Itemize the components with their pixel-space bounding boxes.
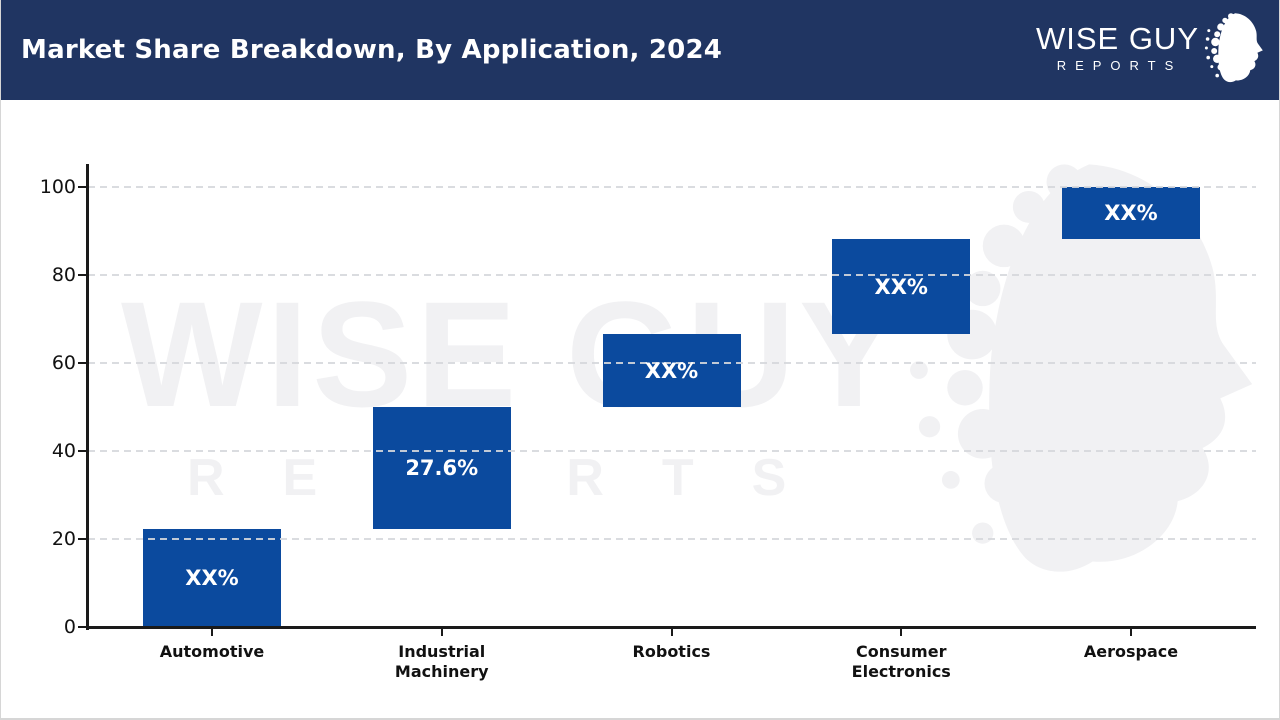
y-tick-label: 0 bbox=[63, 616, 76, 638]
x-tick bbox=[440, 628, 443, 636]
y-tick bbox=[78, 186, 86, 188]
y-tick-label: 100 bbox=[39, 176, 76, 198]
logo-text: WISE GUY REPORTS bbox=[1035, 20, 1199, 74]
x-category-label: Consumer Electronics bbox=[851, 642, 951, 681]
x-category-label: Robotics bbox=[632, 642, 711, 661]
logo-wordmark: WISE GUY bbox=[1035, 20, 1199, 56]
x-category-label: Automotive bbox=[159, 642, 265, 661]
bar-value-label: XX% bbox=[185, 565, 239, 590]
y-tick bbox=[78, 626, 86, 628]
bar-robotics bbox=[602, 334, 741, 408]
bar-industrial-machinery bbox=[372, 407, 511, 529]
chart-title: Market Share Breakdown, By Application, … bbox=[21, 35, 723, 65]
header-band: Market Share Breakdown, By Application, … bbox=[1, 0, 1279, 100]
wiseguy-logo: WISE GUY REPORTS bbox=[1036, 8, 1267, 88]
y-tick bbox=[78, 538, 86, 540]
logo-subtext: REPORTS bbox=[1056, 58, 1183, 74]
y-tick-label: 40 bbox=[51, 440, 76, 462]
bar-value-label: XX% bbox=[644, 358, 699, 383]
watermark-head-graphic bbox=[910, 164, 1253, 572]
y-tick-label: 20 bbox=[51, 528, 76, 550]
gridline-20 bbox=[88, 538, 1256, 540]
bar-consumer-electronics bbox=[832, 238, 971, 335]
y-tick bbox=[78, 450, 86, 452]
x-category-label: Aerospace bbox=[1083, 642, 1179, 661]
x-tick bbox=[1130, 628, 1132, 636]
x-tick bbox=[211, 628, 213, 636]
bar-automotive bbox=[143, 528, 281, 627]
y-tick-label: 60 bbox=[51, 352, 76, 374]
y-tick bbox=[78, 362, 86, 364]
y-axis-line bbox=[86, 164, 89, 630]
y-tick bbox=[78, 274, 86, 276]
gridline-80 bbox=[88, 274, 1256, 276]
bar-value-label: 27.6% bbox=[405, 456, 479, 481]
chart-area: WISE GUY REPORTS XX% 27.6% XX% XX% XX% 0 20 40 6… bbox=[1, 100, 1279, 718]
gridline-60 bbox=[88, 362, 1256, 364]
bar-value-label: XX% bbox=[874, 274, 928, 299]
x-category-label: Industrial Machinery bbox=[394, 642, 489, 681]
y-tick-label: 80 bbox=[51, 264, 76, 286]
plot: XX% 27.6% XX% XX% XX% 0 20 40 60 80 100 Automotive I… bbox=[1, 100, 1279, 718]
bar-value-label: XX% bbox=[1104, 200, 1158, 225]
x-tick bbox=[900, 628, 903, 636]
gridline-100 bbox=[88, 186, 1256, 188]
wiseguy-head-icon bbox=[1204, 13, 1263, 83]
x-tick bbox=[670, 628, 673, 636]
gridline-40 bbox=[88, 450, 1256, 452]
bar-aerospace bbox=[1062, 187, 1200, 239]
x-axis-line bbox=[86, 626, 1256, 629]
